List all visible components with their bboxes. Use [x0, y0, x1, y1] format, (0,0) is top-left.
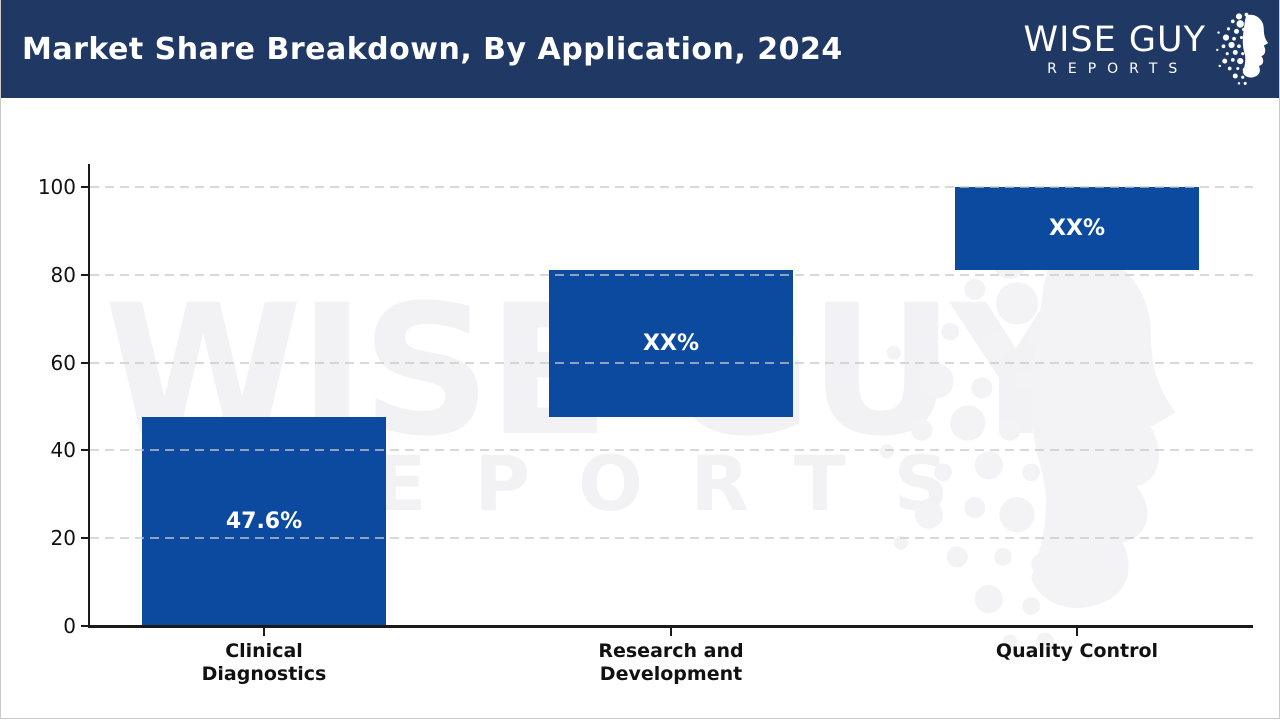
y-tick-mark-20	[81, 537, 88, 540]
brand-text: WISE GUY REPORTS	[1023, 19, 1206, 77]
x-tick-mark-1	[263, 628, 265, 636]
watermark-dotted-head-profile-icon	[879, 240, 1176, 651]
y-tick-mark-0	[81, 625, 88, 627]
y-tick-label-20: 20	[50, 526, 76, 551]
x-axis-line	[88, 625, 1253, 628]
bar-value-label-1: 47.6%	[225, 508, 303, 534]
gridline-y-40	[90, 449, 1253, 452]
y-tick-label-40: 40	[50, 438, 76, 463]
bar-segment-2	[549, 270, 793, 418]
bar-segment-1	[142, 417, 386, 626]
gridline-y-20	[90, 537, 1253, 540]
y-tick-label-80: 80	[50, 262, 76, 287]
y-tick-mark-60	[81, 361, 88, 364]
y-tick-mark-40	[81, 449, 88, 452]
bar-value-label-2: XX%	[643, 330, 699, 356]
x-tick-mark-3	[1076, 628, 1078, 636]
y-tick-label-60: 60	[50, 350, 76, 375]
y-tick-label-0: 0	[63, 614, 76, 638]
page-title: Market Share Breakdown, By Application, …	[22, 31, 843, 67]
gridline-y-80	[90, 273, 1253, 276]
x-tick-mark-2	[670, 628, 672, 636]
header-bar: Market Share Breakdown, By Application, …	[0, 0, 1280, 98]
x-tick-label-3: Quality Control	[995, 640, 1159, 662]
gridline-y-60	[90, 361, 1253, 364]
y-tick-mark-80	[81, 273, 88, 276]
x-tick-label-2: Research and Development	[598, 640, 744, 685]
bar-segment-3	[955, 187, 1199, 271]
dotted-head-profile-icon	[1216, 12, 1269, 85]
y-axis-line	[88, 164, 90, 627]
y-tick-label-100: 100	[37, 175, 76, 199]
brand-subtitle: REPORTS	[1047, 60, 1189, 77]
brand-logo: WISE GUY REPORTS	[1023, 6, 1270, 92]
x-tick-label-1: Clinical Diagnostics	[201, 640, 327, 685]
y-tick-mark-100	[81, 186, 88, 188]
gridline-y-100	[90, 186, 1253, 188]
brand-name: WISE GUY	[1023, 19, 1206, 60]
bar-value-label-3: XX%	[1049, 215, 1105, 241]
